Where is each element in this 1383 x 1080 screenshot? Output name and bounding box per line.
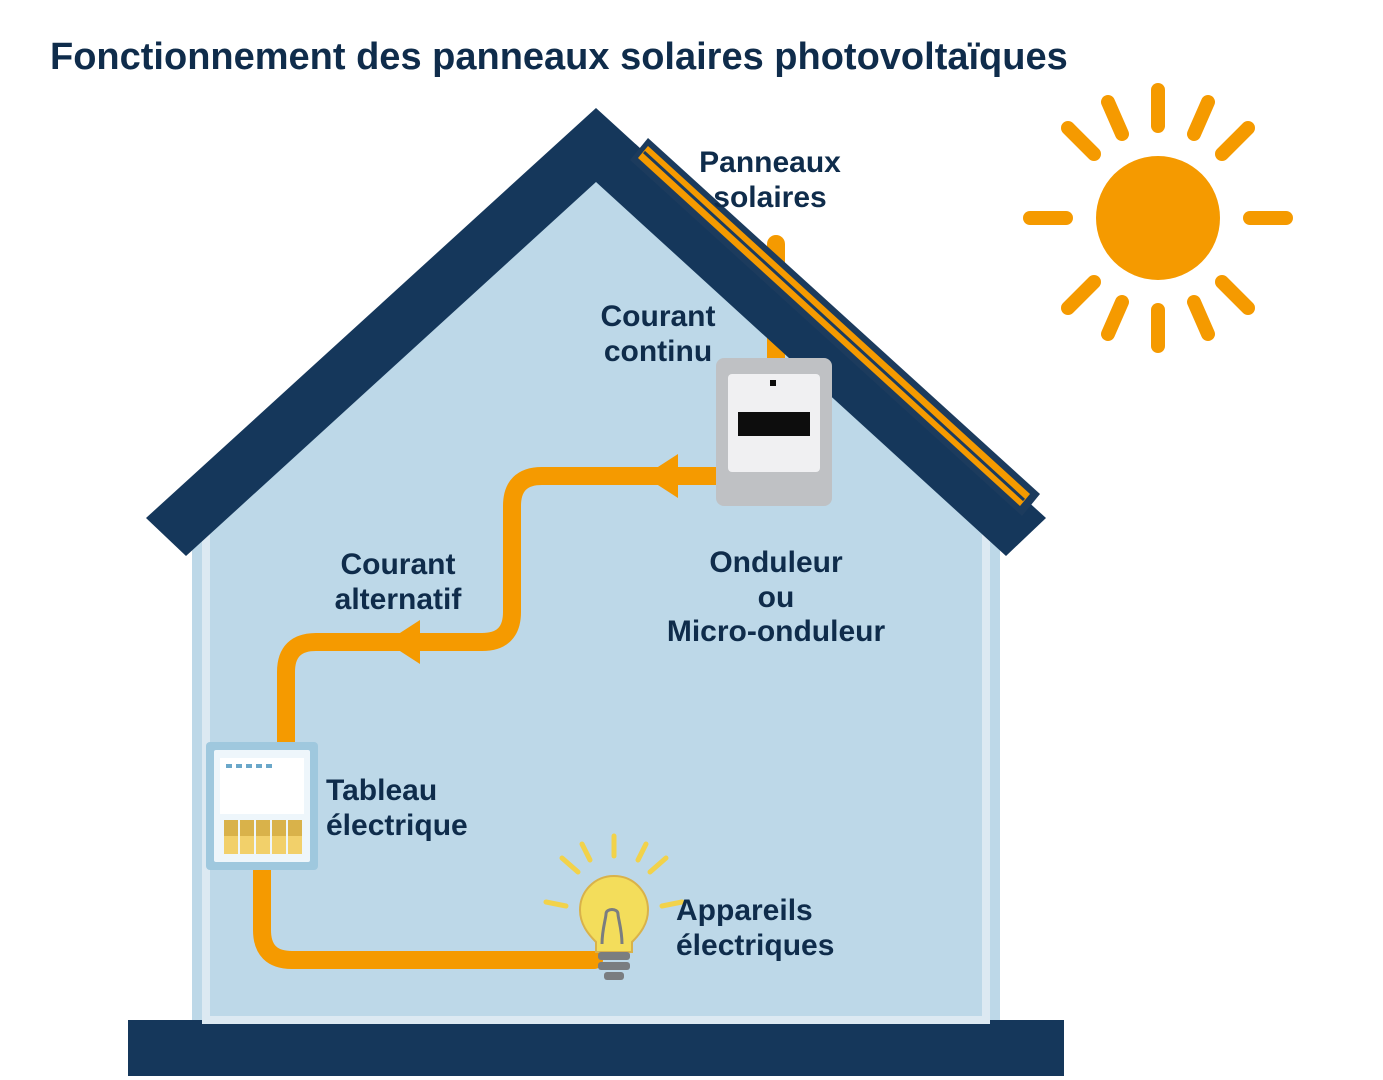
diagram-canvas: Fonctionnement des panneaux solaires pho… — [0, 0, 1383, 1080]
inverter-icon — [716, 358, 832, 506]
label-inverter: OnduleurouMicro-onduleur — [667, 546, 885, 650]
breaker-panel-icon — [206, 742, 318, 870]
label-panels: Panneauxsolaires — [699, 146, 841, 215]
ground — [128, 1020, 1064, 1076]
label-appliances: Appareilsélectriques — [676, 894, 834, 963]
label-breaker: Tableauélectrique — [326, 774, 468, 843]
sun-icon — [1030, 90, 1286, 346]
label-dc: Courantcontinu — [601, 300, 716, 369]
label-ac: Courantalternatif — [335, 548, 462, 617]
